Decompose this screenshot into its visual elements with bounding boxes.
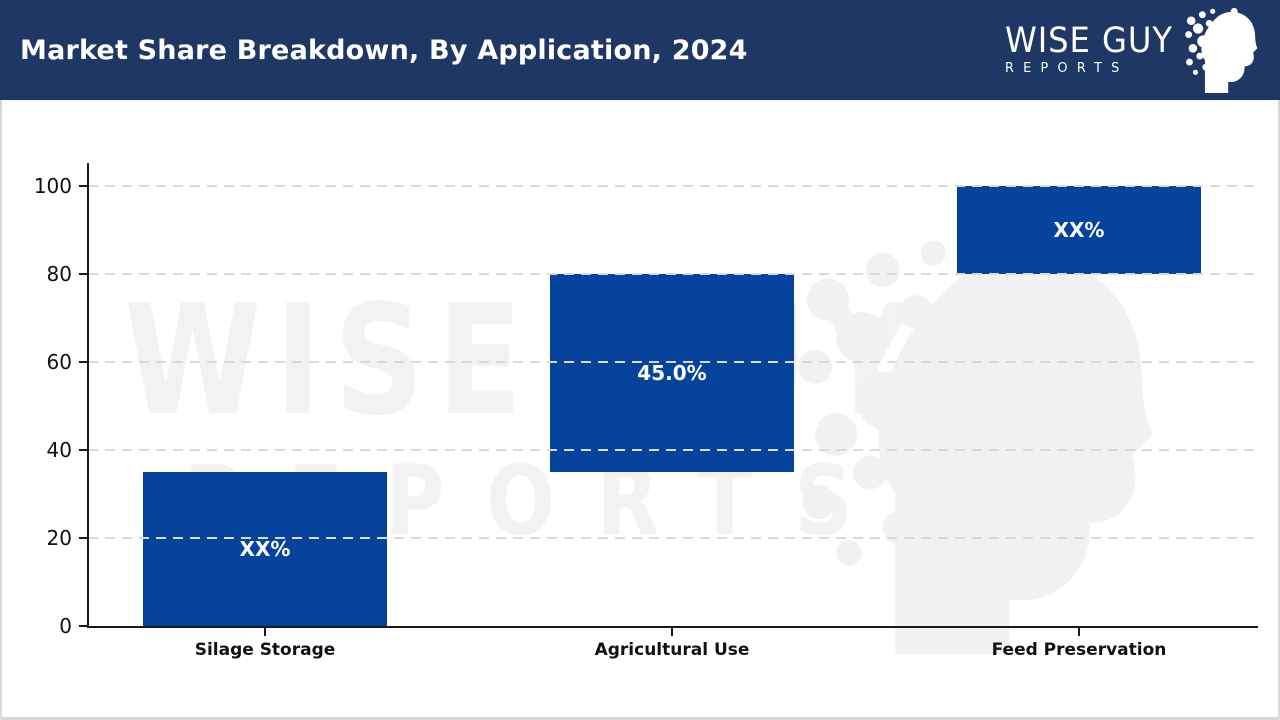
y-tickmark-100 <box>79 185 87 187</box>
y-tickmark-80 <box>79 273 87 275</box>
gridline-y40 <box>88 449 1255 451</box>
bar-value-label: XX% <box>239 537 291 561</box>
axes-layer: 0 20 40 60 80 100 Silage Storage Agricultural U… <box>2 100 1278 717</box>
gridlines-layer <box>2 100 1278 717</box>
gridline-y60 <box>88 361 1255 363</box>
y-tickmark-60 <box>79 361 87 363</box>
y-tick-label-40: 40 <box>46 438 72 462</box>
bar-value-label: 45.0% <box>637 361 707 385</box>
chart-panel: WISE GUY REPORTS XX% 45.0% XX% 0 20 40 60 80 10… <box>0 100 1280 720</box>
y-tick-label-100: 100 <box>33 174 72 198</box>
gridline-y100 <box>88 185 1255 187</box>
y-axis-line <box>87 163 89 628</box>
x-axis-line <box>87 626 1258 628</box>
logo-head-icon <box>1185 7 1258 93</box>
x-tickmark-1 <box>264 628 266 636</box>
y-tickmark-40 <box>79 449 87 451</box>
bar-value-label: XX% <box>1053 218 1105 242</box>
bars-layer <box>2 100 1278 717</box>
gridline-y80 <box>88 273 1255 275</box>
watermark-head-icon <box>798 236 1153 655</box>
gridline-y20 <box>88 537 1255 539</box>
bar-labels-layer: XX% 45.0% XX% <box>2 100 1278 717</box>
y-tick-label-20: 20 <box>46 526 72 550</box>
page-title: Market Share Breakdown, By Application, … <box>20 34 748 66</box>
header-bar: Market Share Breakdown, By Application, … <box>0 0 1280 100</box>
x-category-label: Feed Preservation <box>991 640 1167 660</box>
logo-text: WISE GUY REPORTS <box>1005 23 1188 77</box>
bar-feed-preservation <box>957 186 1201 274</box>
y-tickmark-20 <box>79 537 87 539</box>
x-tickmark-3 <box>1078 628 1080 636</box>
y-tick-label-60: 60 <box>46 350 72 374</box>
x-category-label: Agricultural Use <box>594 640 750 660</box>
logo-wordmark: WISE GUY <box>1005 21 1174 61</box>
bar-agricultural-use <box>550 274 794 472</box>
y-tick-label-0: 0 <box>59 614 72 638</box>
bar-silage-storage <box>143 472 387 626</box>
x-tickmark-2 <box>671 628 673 636</box>
y-tickmark-0 <box>79 625 87 627</box>
x-category-label: Silage Storage <box>194 640 336 660</box>
wise-guy-logo: WISE GUY REPORTS <box>1005 7 1262 93</box>
logo-subtitle: REPORTS <box>1005 61 1130 76</box>
y-tick-label-80: 80 <box>46 262 72 286</box>
